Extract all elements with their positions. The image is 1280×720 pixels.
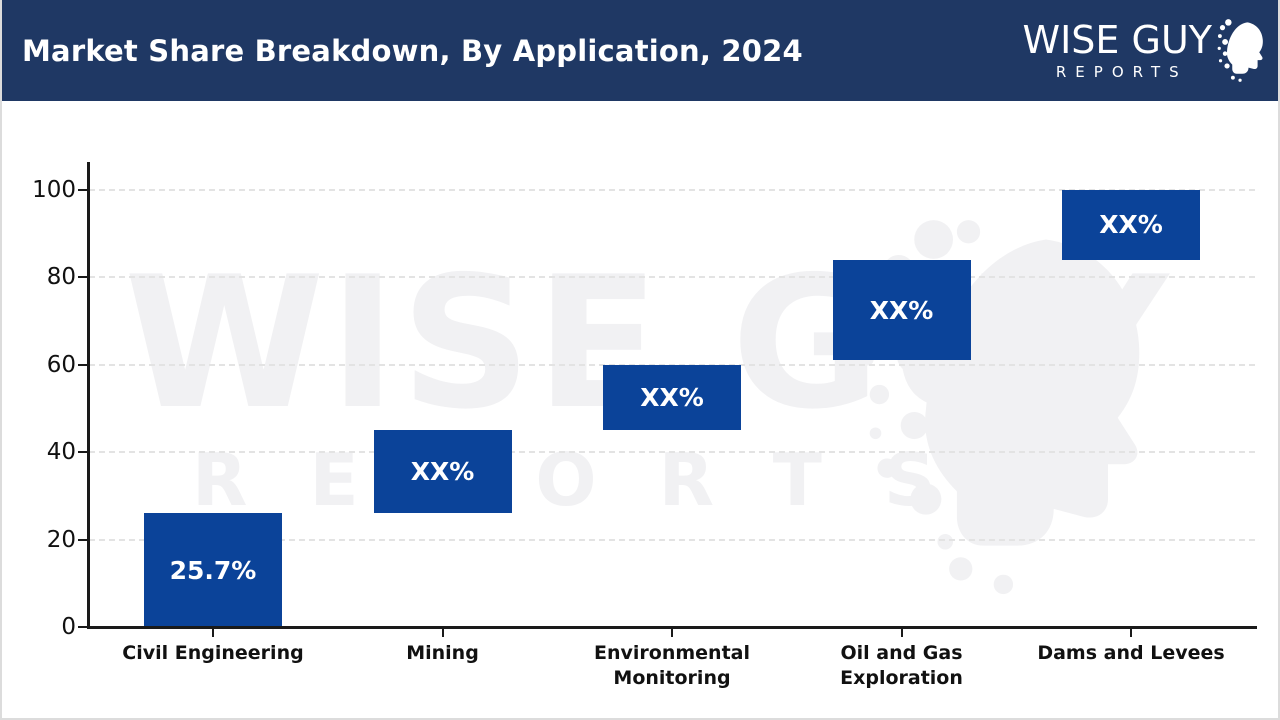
bar-segment: 25.7% bbox=[144, 513, 282, 627]
x-tick-mark bbox=[212, 629, 214, 637]
y-tick-label: 40 bbox=[46, 439, 76, 466]
gridline bbox=[89, 276, 1255, 279]
x-tick-mark bbox=[671, 629, 673, 637]
header-bar: Market Share Breakdown, By Application, … bbox=[2, 0, 1278, 101]
x-category-label: Civil Engineering bbox=[122, 642, 304, 664]
bar-segment: XX% bbox=[832, 259, 971, 361]
gridline bbox=[89, 189, 1255, 191]
bar-value-label: 25.7% bbox=[169, 555, 257, 585]
y-tick-label: 0 bbox=[61, 614, 76, 640]
x-category-label: Oil and Gas Exploration bbox=[840, 642, 963, 689]
bar-segment: XX% bbox=[373, 430, 512, 514]
watermark-subtitle: REPORTS bbox=[192, 438, 998, 522]
y-tick-label: 80 bbox=[46, 264, 76, 291]
bar-value-label: XX% bbox=[869, 295, 934, 325]
x-tick-mark bbox=[1130, 629, 1132, 637]
logo-text: WISE GUY REPORTS bbox=[1023, 21, 1212, 81]
gridline bbox=[89, 538, 1255, 541]
logo-wordmark: WISE GUY bbox=[1022, 17, 1212, 62]
bar-value-label: XX% bbox=[640, 383, 704, 413]
y-tick-mark bbox=[78, 538, 87, 541]
bar-value-label: XX% bbox=[1099, 210, 1163, 240]
wise-guy-logo: WISE GUY REPORTS bbox=[1023, 18, 1268, 84]
y-tick-label: 100 bbox=[32, 177, 76, 203]
x-category-label: Environmental Monitoring bbox=[594, 642, 750, 689]
x-category-label: Mining bbox=[406, 642, 479, 664]
x-tick-mark bbox=[441, 629, 444, 637]
x-category-label: Dams and Levees bbox=[1037, 642, 1225, 664]
bar-value-label: XX% bbox=[410, 457, 475, 487]
gridline bbox=[89, 451, 1255, 454]
x-axis-line bbox=[87, 626, 1257, 629]
logo-subtitle: REPORTS bbox=[1055, 62, 1188, 81]
y-tick-mark bbox=[78, 363, 87, 366]
y-tick-label: 60 bbox=[46, 351, 76, 378]
bar-segment: XX% bbox=[603, 364, 741, 431]
wise-guy-head-icon bbox=[1217, 18, 1263, 82]
y-tick-mark bbox=[78, 626, 87, 628]
y-tick-mark bbox=[78, 189, 87, 191]
y-tick-label: 20 bbox=[46, 526, 76, 553]
x-tick-mark bbox=[900, 629, 903, 637]
y-tick-mark bbox=[78, 276, 87, 279]
y-tick-mark bbox=[78, 451, 87, 454]
bar-segment: XX% bbox=[1062, 190, 1200, 260]
chart-title: Market Share Breakdown, By Application, … bbox=[22, 33, 803, 68]
y-axis-line bbox=[87, 162, 90, 629]
